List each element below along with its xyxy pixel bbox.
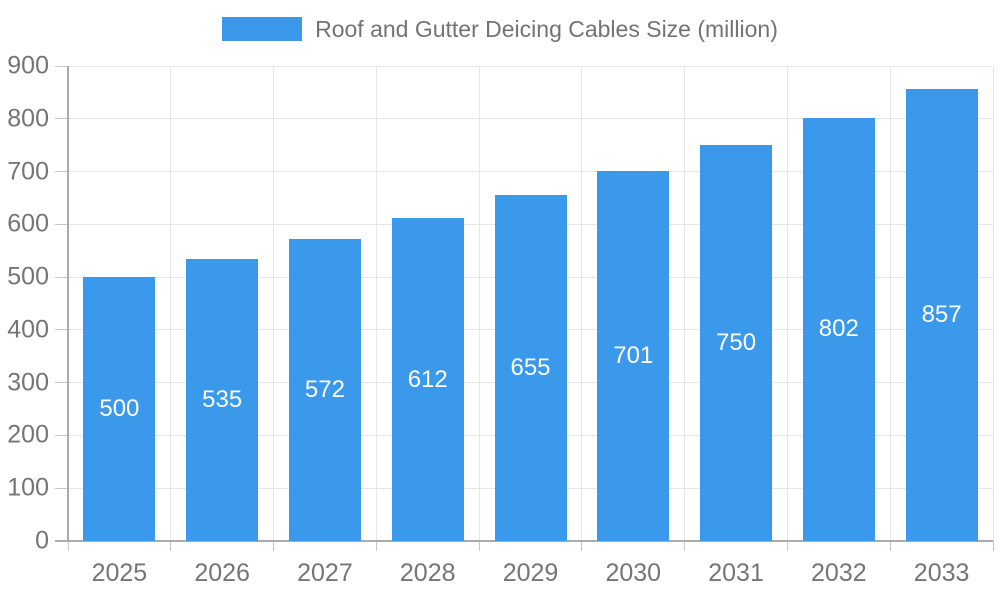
x-axis-tick-label: 2028 [399, 559, 456, 587]
x-gridline [684, 66, 686, 541]
bar-value-label: 750 [716, 329, 757, 357]
x-gridline [581, 66, 583, 541]
x-axis-tick [170, 541, 172, 551]
x-axis-line [55, 540, 993, 542]
x-axis-tick [581, 541, 583, 551]
bar-2030[interactable] [597, 171, 670, 541]
y-axis-tick-label: 400 [7, 315, 49, 344]
x-axis-tick [478, 541, 480, 551]
x-gridline [170, 66, 172, 541]
bar-value-label: 857 [921, 300, 962, 328]
x-axis-tick-label: 2032 [811, 559, 867, 587]
bar-2032[interactable] [802, 117, 875, 541]
y-axis-tick-label: 900 [7, 51, 49, 80]
x-axis-tick [273, 541, 275, 551]
legend[interactable]: Roof and Gutter Deicing Cables Size (mil… [0, 16, 1000, 42]
x-axis-tick-label: 2026 [194, 559, 250, 587]
bar-2027[interactable] [288, 239, 361, 541]
x-axis-tick-label: 2029 [502, 559, 559, 587]
y-axis-tick [55, 382, 68, 384]
y-axis-tick [55, 223, 68, 225]
bar-value-label: 500 [99, 395, 140, 423]
y-axis-tick-label: 0 [35, 526, 49, 555]
bar-value-label: 802 [818, 315, 859, 343]
bar-2029[interactable] [494, 195, 567, 541]
x-axis-tick-label: 2033 [913, 559, 970, 587]
x-axis-tick [684, 541, 686, 551]
bar-value-label: 701 [613, 342, 654, 369]
bar-2033[interactable] [905, 88, 978, 541]
bar-value-label: 655 [510, 354, 551, 382]
x-gridline [992, 66, 994, 541]
x-axis-tick [67, 541, 69, 551]
y-gridline [68, 171, 993, 173]
y-axis-tick [55, 276, 68, 278]
bar-value-label: 535 [202, 385, 243, 413]
y-axis-tick [55, 329, 68, 331]
x-axis-tick [889, 541, 891, 551]
legend-label: Roof and Gutter Deicing Cables Size (mil… [315, 15, 778, 42]
y-axis-line [67, 66, 69, 541]
y-axis-tick [55, 487, 68, 489]
x-axis-tick-label: 2031 [708, 559, 764, 587]
y-axis-tick-label: 800 [7, 104, 49, 133]
y-axis-tick-label: 200 [7, 420, 49, 449]
x-gridline [375, 66, 377, 541]
x-axis-tick [786, 541, 788, 551]
x-axis-tick-label: 2025 [91, 559, 148, 587]
y-axis-tick-label: 600 [7, 209, 49, 238]
bar-2025[interactable] [83, 277, 156, 541]
y-axis-tick [55, 118, 68, 120]
bar-value-label: 612 [407, 365, 448, 393]
bar-2028[interactable] [391, 218, 464, 541]
y-gridline [68, 65, 993, 67]
x-gridline [786, 66, 788, 541]
y-gridline [68, 118, 993, 120]
y-axis-tick-label: 700 [7, 157, 49, 186]
x-axis-tick-label: 2030 [605, 559, 662, 587]
bar-value-label: 572 [304, 376, 345, 404]
y-axis-tick [55, 171, 68, 173]
y-axis-tick-label: 300 [7, 368, 49, 397]
x-axis-tick [992, 541, 994, 551]
x-gridline [273, 66, 275, 541]
y-axis-tick [55, 434, 68, 436]
bar-2031[interactable] [700, 145, 773, 541]
x-gridline [478, 66, 480, 541]
y-axis-tick [55, 65, 68, 67]
y-axis-tick-label: 500 [7, 262, 49, 291]
bar-2026[interactable] [186, 258, 259, 541]
y-axis-tick-label: 100 [7, 473, 49, 502]
legend-swatch [222, 17, 303, 41]
x-gridline [889, 66, 891, 541]
x-axis-tick-label: 2027 [297, 559, 353, 587]
x-axis-tick [375, 541, 377, 551]
